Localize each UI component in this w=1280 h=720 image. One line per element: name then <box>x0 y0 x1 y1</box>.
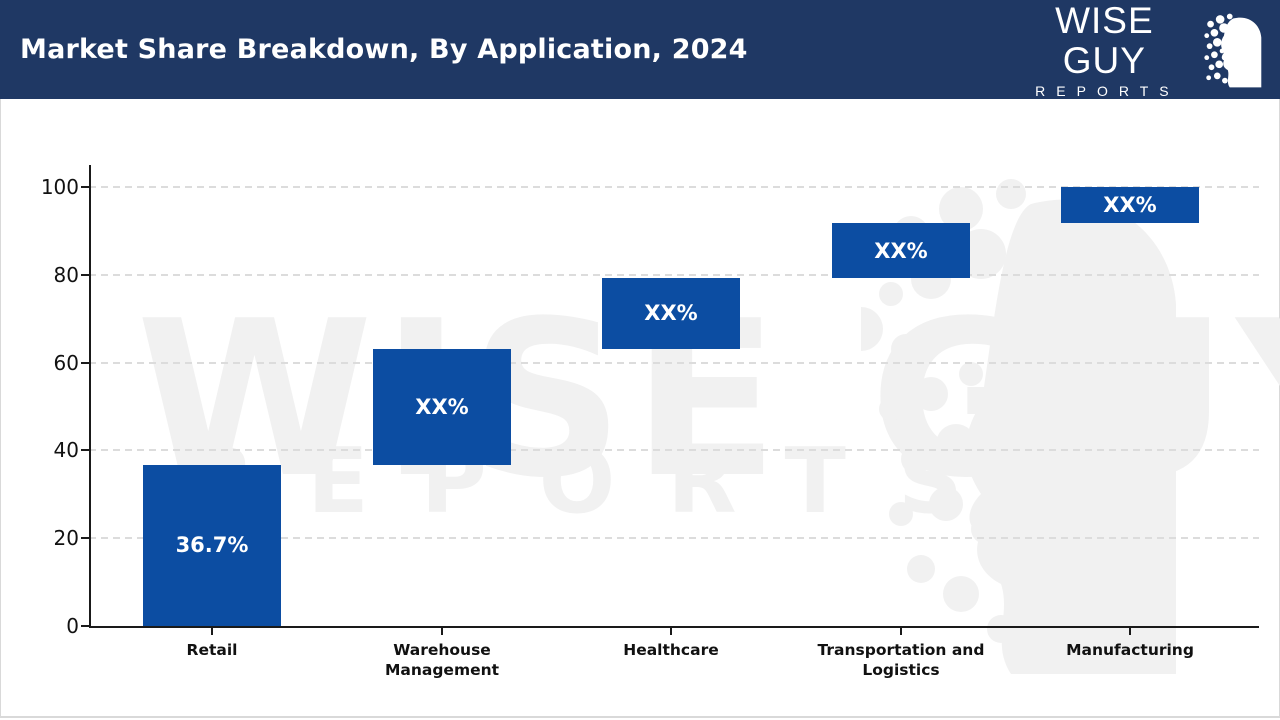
y-tick-label-40: 40 <box>53 438 79 463</box>
bar-value-label-retail: 36.7% <box>175 533 249 558</box>
y-tick-label-20: 20 <box>53 526 79 551</box>
logo-head-icon <box>1204 13 1262 88</box>
bar-manufacturing: XX% <box>1061 187 1199 224</box>
watermark-head-icon <box>861 179 1176 674</box>
plot-area: 0 20 40 60 80 100 36.7% Retail XX% Warehouse Mana… <box>1 99 1279 716</box>
watermark-subtext: REPORTS <box>186 429 1015 534</box>
page-title: Market Share Breakdown, By Application, … <box>20 34 748 65</box>
x-category-label-manufacturing: Manufacturing <box>1066 641 1194 659</box>
bar-retail: 36.7% <box>143 464 281 626</box>
gridline-80 <box>89 273 1259 276</box>
y-tick-0 <box>81 625 89 627</box>
bar-value-label-manufacturing: XX% <box>1103 193 1157 218</box>
gridline-100 <box>89 186 1259 188</box>
y-tick-100 <box>81 186 89 188</box>
bar-value-label-warehouse-management: XX% <box>415 394 469 419</box>
x-category-label-healthcare: Healthcare <box>623 641 719 659</box>
x-tick-manufacturing <box>1129 628 1131 635</box>
gridline-20 <box>89 537 1259 540</box>
x-category-label-transportation-and-logistics: Transportation and Logistics <box>817 641 985 679</box>
y-tick-label-80: 80 <box>53 262 79 287</box>
y-tick-40 <box>81 449 89 452</box>
y-tick-label-100: 100 <box>40 175 79 199</box>
bar-warehouse-management: XX% <box>373 348 511 465</box>
y-tick-80 <box>81 273 89 276</box>
gridline-60 <box>89 361 1259 364</box>
logo-wordmark: WISE GUY <box>1055 0 1154 81</box>
x-category-label-warehouse-management: Warehouse Management <box>384 641 500 679</box>
bar-transportation-and-logistics: XX% <box>832 223 970 278</box>
y-tick-label-60: 60 <box>53 350 79 375</box>
y-axis-line <box>89 165 91 628</box>
chart-figure: WISE GUY REPORTS 0 20 40 60 80 100 36.7% Retail… <box>0 99 1280 716</box>
y-tick-label-0: 0 <box>66 614 79 638</box>
gridline-40 <box>89 449 1259 452</box>
bar-value-label-healthcare: XX% <box>644 301 698 326</box>
bar-value-label-transportation-and-logistics: XX% <box>874 238 928 263</box>
header-bar: Market Share Breakdown, By Application, … <box>0 0 1280 99</box>
x-tick-transportation-and-logistics <box>900 628 902 635</box>
x-tick-retail <box>211 628 213 635</box>
x-axis-line <box>89 626 1259 628</box>
logo-text: WISE GUY REPORTS <box>1012 0 1197 100</box>
x-category-label-retail: Retail <box>186 641 238 659</box>
wise-guy-reports-logo: WISE GUY REPORTS <box>1012 1 1262 99</box>
x-tick-warehouse-management <box>441 628 443 635</box>
y-tick-20 <box>81 537 89 540</box>
y-tick-60 <box>81 361 89 364</box>
bar-healthcare: XX% <box>602 277 740 349</box>
figure-bottom-border <box>0 716 1280 718</box>
x-tick-healthcare <box>670 628 672 635</box>
logo-subtitle: REPORTS <box>1035 83 1180 99</box>
